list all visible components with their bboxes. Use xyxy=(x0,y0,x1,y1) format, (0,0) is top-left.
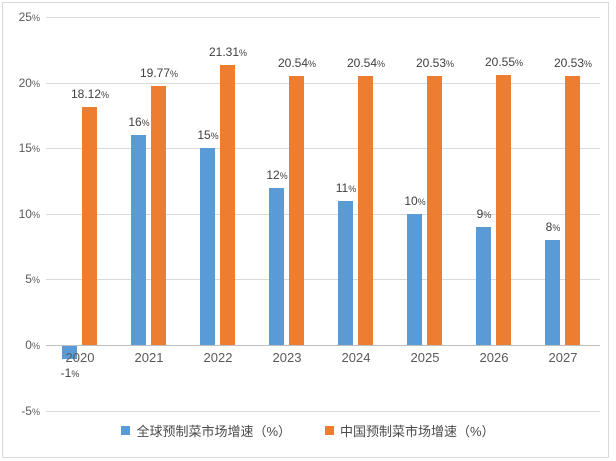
bar-china-2021 xyxy=(151,86,166,345)
bar-label-global-2022: 15% xyxy=(197,128,219,142)
bar-label-global-2021: 16% xyxy=(128,115,150,129)
x-tick-label-2024: 2024 xyxy=(341,350,371,365)
bar-label-global-2027: 8% xyxy=(545,220,561,234)
x-tick-label-2022: 2022 xyxy=(203,350,233,365)
bar-label-china-2021: 19.77% xyxy=(139,66,179,80)
bar-label-global-2024: 11% xyxy=(335,181,357,195)
bar-china-2022 xyxy=(220,65,235,345)
gridline xyxy=(46,411,600,412)
bar-global-2021 xyxy=(131,135,146,345)
gridline xyxy=(46,17,600,18)
gridline xyxy=(46,279,600,280)
bar-china-2025 xyxy=(427,76,442,345)
legend-swatch-china-icon xyxy=(325,426,334,435)
legend-label-global: 全球预制菜市场增速（%） xyxy=(136,424,291,439)
bar-global-2022 xyxy=(200,148,215,345)
bar-china-2023 xyxy=(289,76,304,345)
legend-item-global: 全球预制菜市场增速（%） xyxy=(121,421,291,440)
zero-axis-line xyxy=(46,345,600,346)
y-tick-label: 0% xyxy=(25,338,40,352)
bar-label-china-2023: 20.54% xyxy=(277,56,317,70)
bar-global-2020 xyxy=(62,346,77,359)
bar-global-2025 xyxy=(407,214,422,345)
y-tick-label: -5% xyxy=(21,404,40,418)
gridline xyxy=(46,83,600,84)
bar-label-global-2025: 10% xyxy=(404,194,426,208)
bar-label-china-2024: 20.54% xyxy=(346,56,386,70)
bar-global-2023 xyxy=(269,188,284,345)
y-tick-label: 10% xyxy=(18,207,40,221)
x-tick-label-2027: 2027 xyxy=(548,350,578,365)
x-tick-label-2025: 2025 xyxy=(410,350,440,365)
bar-china-2020 xyxy=(82,107,97,345)
bar-label-china-2022: 21.31% xyxy=(208,45,248,59)
y-tick-label: 5% xyxy=(25,272,40,286)
x-tick-label-2021: 2021 xyxy=(134,350,164,365)
y-tick-label: 25% xyxy=(18,10,40,24)
y-tick-label: 15% xyxy=(18,141,40,155)
legend-item-china: 中国预制菜市场增速（%） xyxy=(325,421,495,440)
bar-label-china-2027: 20.53% xyxy=(553,56,593,70)
bar-global-2027 xyxy=(545,240,560,345)
bar-label-global-2023: 12% xyxy=(266,168,288,182)
bar-global-2026 xyxy=(476,227,491,345)
bar-label-global-2020: -1% xyxy=(60,366,80,380)
bar-label-global-2026: 9% xyxy=(476,207,492,221)
x-tick-label-2023: 2023 xyxy=(272,350,302,365)
bar-china-2026 xyxy=(496,75,511,345)
gridline xyxy=(46,214,600,215)
bar-label-china-2025: 20.53% xyxy=(415,56,455,70)
bar-china-2027 xyxy=(565,76,580,345)
x-tick-label-2026: 2026 xyxy=(479,350,509,365)
bar-global-2024 xyxy=(338,201,353,345)
bar-label-china-2026: 20.55% xyxy=(484,55,524,69)
bar-china-2024 xyxy=(358,76,373,345)
legend-label-china: 中国预制菜市场增速（%） xyxy=(340,424,495,439)
legend-swatch-global-icon xyxy=(121,426,131,435)
bar-label-china-2020: 18.12% xyxy=(70,87,110,101)
y-tick-label: 20% xyxy=(18,76,40,90)
x-tick-label-2020: 2020 xyxy=(65,350,95,365)
gridline xyxy=(46,148,600,149)
legend: 全球预制菜市场增速（%） 中国预制菜市场增速（%） xyxy=(0,421,616,440)
